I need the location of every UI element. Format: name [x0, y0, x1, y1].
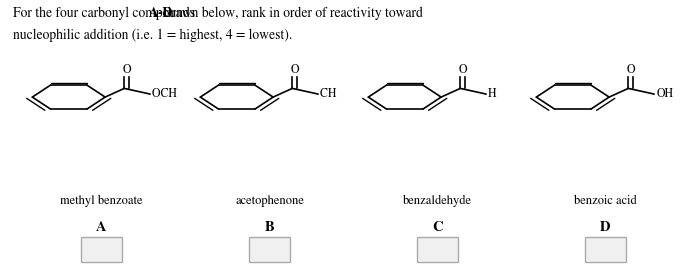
Text: benzoic acid: benzoic acid	[574, 195, 637, 207]
Text: OH: OH	[657, 88, 673, 100]
Text: A-D: A-D	[148, 7, 173, 20]
Text: acetophenone: acetophenone	[235, 195, 304, 207]
Text: CH₃: CH₃	[321, 88, 340, 100]
Text: benzaldehyde: benzaldehyde	[403, 195, 472, 207]
Text: O: O	[626, 64, 635, 76]
Text: drawn below, rank in order of reactivity toward: drawn below, rank in order of reactivity…	[162, 7, 424, 20]
Bar	[249, 237, 290, 262]
Text: OCH₃: OCH₃	[153, 88, 180, 100]
Text: C: C	[432, 221, 443, 234]
Bar	[81, 237, 122, 262]
Text: O: O	[122, 64, 131, 76]
Text: nucleophilic addition (i.e. 1 = highest, 4 = lowest).: nucleophilic addition (i.e. 1 = highest,…	[13, 28, 292, 42]
Bar	[585, 237, 626, 262]
Text: H: H	[489, 88, 497, 100]
Text: O: O	[290, 64, 299, 76]
Text: For the four carbonyl compounds: For the four carbonyl compounds	[13, 7, 198, 20]
Text: methyl benzoate: methyl benzoate	[60, 195, 143, 207]
Text: B: B	[265, 221, 274, 234]
Text: A: A	[97, 221, 106, 234]
Text: D: D	[601, 221, 610, 234]
Text: O: O	[458, 64, 467, 76]
Bar	[417, 237, 458, 262]
